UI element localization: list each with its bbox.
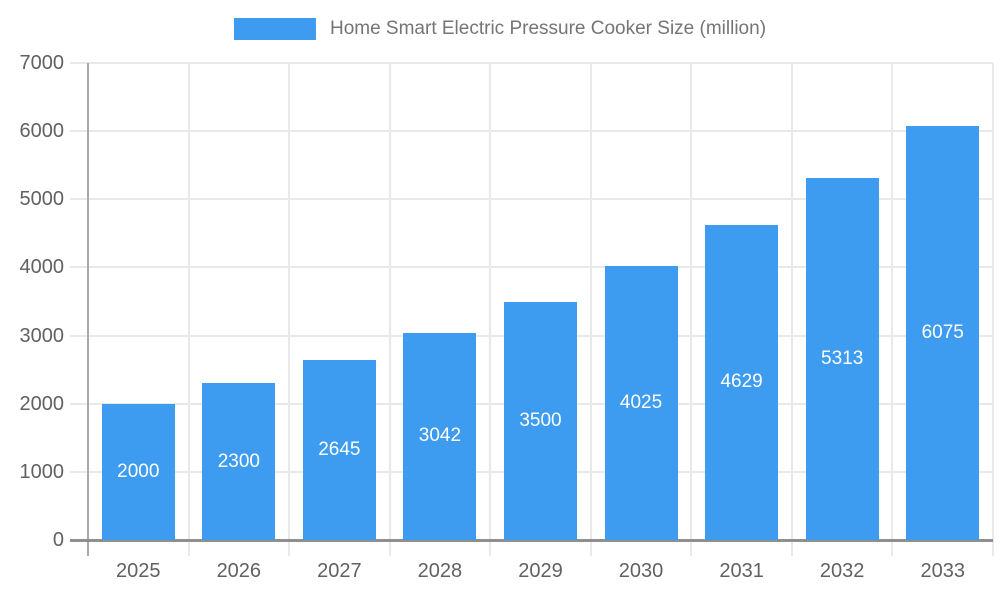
x-tick-label: 2026	[216, 560, 262, 582]
x-tick-label: 2025	[116, 560, 161, 582]
bar[interactable]	[805, 177, 879, 540]
y-gridline	[70, 62, 993, 64]
x-gridline	[992, 63, 994, 556]
bar-value-label: 6075	[921, 322, 964, 344]
x-tick-label: 2032	[819, 560, 865, 582]
bar-value-label: 3042	[418, 425, 462, 447]
x-gridline	[288, 63, 291, 556]
bar[interactable]	[101, 403, 175, 540]
y-gridline	[70, 266, 993, 269]
x-tick-label: 2028	[417, 560, 463, 582]
y-tick-label: 1000	[19, 460, 65, 483]
y-tick-label: 3000	[19, 324, 65, 347]
x-axis-line	[70, 539, 993, 542]
bar-value-label: 3500	[519, 409, 562, 431]
x-gridline	[489, 63, 492, 556]
bar-value-label: 4025	[619, 391, 663, 413]
x-tick-label: 2030	[618, 560, 664, 582]
x-tick-label: 2027	[317, 560, 362, 582]
y-gridline	[70, 130, 993, 133]
bar[interactable]	[604, 265, 678, 540]
x-tick-label: 2031	[719, 560, 764, 582]
y-tick-label: 0	[52, 529, 64, 551]
y-axis-line	[87, 63, 89, 556]
y-tick-label: 7000	[19, 52, 65, 74]
x-gridline	[388, 63, 391, 556]
bar-value-label: 4629	[720, 371, 763, 393]
bar[interactable]	[202, 383, 276, 540]
y-gridline	[70, 198, 993, 201]
bar[interactable]	[302, 359, 376, 540]
x-tick-label: 2029	[518, 560, 563, 582]
x-gridline	[891, 63, 894, 556]
y-tick-label: 5000	[19, 188, 65, 211]
legend-label: Home Smart Electric Pressure Cooker Size…	[329, 18, 767, 39]
legend-item[interactable]: Home Smart Electric Pressure Cooker Size…	[233, 18, 767, 40]
x-tick-label: 2033	[920, 560, 965, 582]
legend-swatch	[233, 18, 316, 40]
x-gridline	[589, 63, 592, 556]
bar[interactable]	[504, 301, 577, 540]
bar[interactable]	[403, 332, 477, 540]
bar-value-label: 5313	[821, 347, 864, 369]
x-gridline	[187, 63, 190, 556]
y-tick-label: 4000	[19, 256, 65, 279]
y-tick-label: 2000	[19, 392, 65, 415]
x-gridline	[690, 63, 693, 556]
bar[interactable]	[705, 224, 779, 540]
y-tick-label: 6000	[19, 120, 65, 143]
bar-value-label: 2645	[318, 438, 361, 460]
bar-value-label: 2000	[117, 460, 160, 482]
x-gridline	[790, 63, 793, 556]
bar-value-label: 2300	[217, 450, 260, 472]
bar[interactable]	[906, 126, 980, 540]
